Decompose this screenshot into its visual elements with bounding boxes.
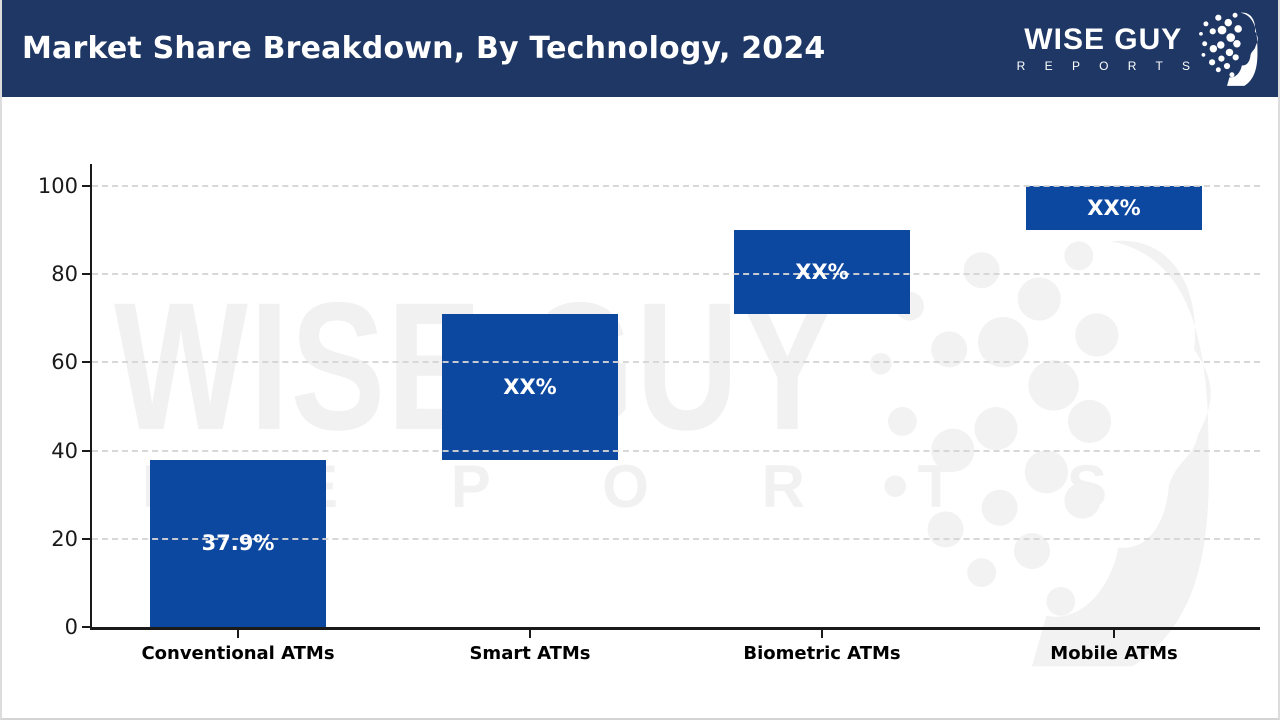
bar-value-label: 37.9% <box>201 531 275 556</box>
gridline-60 <box>92 361 1260 364</box>
x-label-conventional-atms: Conventional ATMs <box>141 643 335 664</box>
y-tick-40 <box>82 449 92 452</box>
bar-smart-atms[interactable] <box>442 313 618 460</box>
y-tick-60 <box>82 361 92 364</box>
gridline-100 <box>92 185 1260 187</box>
bar-biometric-atms[interactable] <box>734 230 910 314</box>
x-label-biometric-atms: Biometric ATMs <box>743 643 901 664</box>
x-label-smart-atms: Smart ATMs <box>469 643 591 664</box>
x-tick <box>237 629 239 638</box>
logo-face-icon <box>1199 12 1258 86</box>
y-axis-spine <box>90 163 92 630</box>
gridline-20 <box>92 537 1260 540</box>
bar-conventional-atms[interactable] <box>150 459 326 627</box>
y-tick-80 <box>82 273 92 276</box>
y-tick-label-80: 80 <box>51 262 78 287</box>
y-tick-0 <box>82 626 92 628</box>
gridline-40 <box>92 449 1260 452</box>
gridline-80 <box>92 273 1260 276</box>
x-axis-spine <box>90 627 1260 630</box>
wise-guy-reports-logo: WISE GUY R E P O R T S <box>1017 10 1258 88</box>
x-tick <box>529 629 531 638</box>
logo-subtitle: R E P O R T S <box>1016 59 1198 73</box>
logo-wordmark: WISE GUY <box>1024 23 1183 56</box>
bar-mobile-atms[interactable] <box>1026 186 1202 231</box>
y-tick-label-20: 20 <box>51 526 78 551</box>
chart-area: WISE GUY R E P O R T S 37.9% XX% XX% XX% 0 20… <box>2 97 1278 718</box>
x-tick <box>821 629 823 638</box>
y-tick-20 <box>82 537 92 540</box>
bar-value-label: XX% <box>503 374 557 399</box>
y-tick-label-60: 60 <box>51 350 78 375</box>
x-label-mobile-atms: Mobile ATMs <box>1050 643 1178 664</box>
x-tick <box>1113 629 1115 638</box>
header-bar: Market Share Breakdown, By Technology, 2… <box>2 0 1278 97</box>
y-tick-label-0: 0 <box>64 615 78 639</box>
y-tick-100 <box>82 185 92 187</box>
chart-title: Market Share Breakdown, By Technology, 2… <box>22 31 826 66</box>
y-tick-label-40: 40 <box>51 438 78 463</box>
bar-value-label: XX% <box>795 259 849 284</box>
bar-value-label: XX% <box>1087 196 1141 221</box>
logo-text: WISE GUY R E P O R T S <box>1017 23 1190 73</box>
y-tick-label-100: 100 <box>37 174 78 198</box>
